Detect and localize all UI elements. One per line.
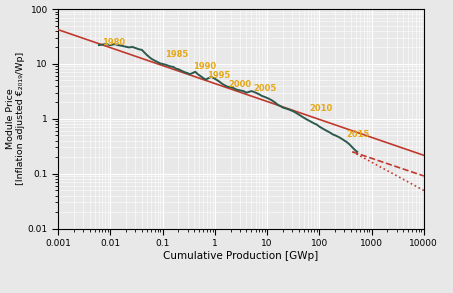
Y-axis label: Module Price
[Inflation adjusted €₂₀₁₉/Wp]: Module Price [Inflation adjusted €₂₀₁₉/W… [5, 52, 25, 185]
Text: 2005: 2005 [254, 84, 277, 93]
Text: 2010: 2010 [309, 105, 333, 113]
Text: 1985: 1985 [165, 50, 188, 59]
Text: 2015: 2015 [347, 130, 370, 139]
X-axis label: Cumulative Production [GWp]: Cumulative Production [GWp] [164, 251, 318, 261]
Text: 1995: 1995 [207, 71, 231, 79]
Text: 2000: 2000 [228, 80, 251, 89]
Text: 1980: 1980 [102, 38, 125, 47]
Text: 1990: 1990 [193, 62, 216, 71]
